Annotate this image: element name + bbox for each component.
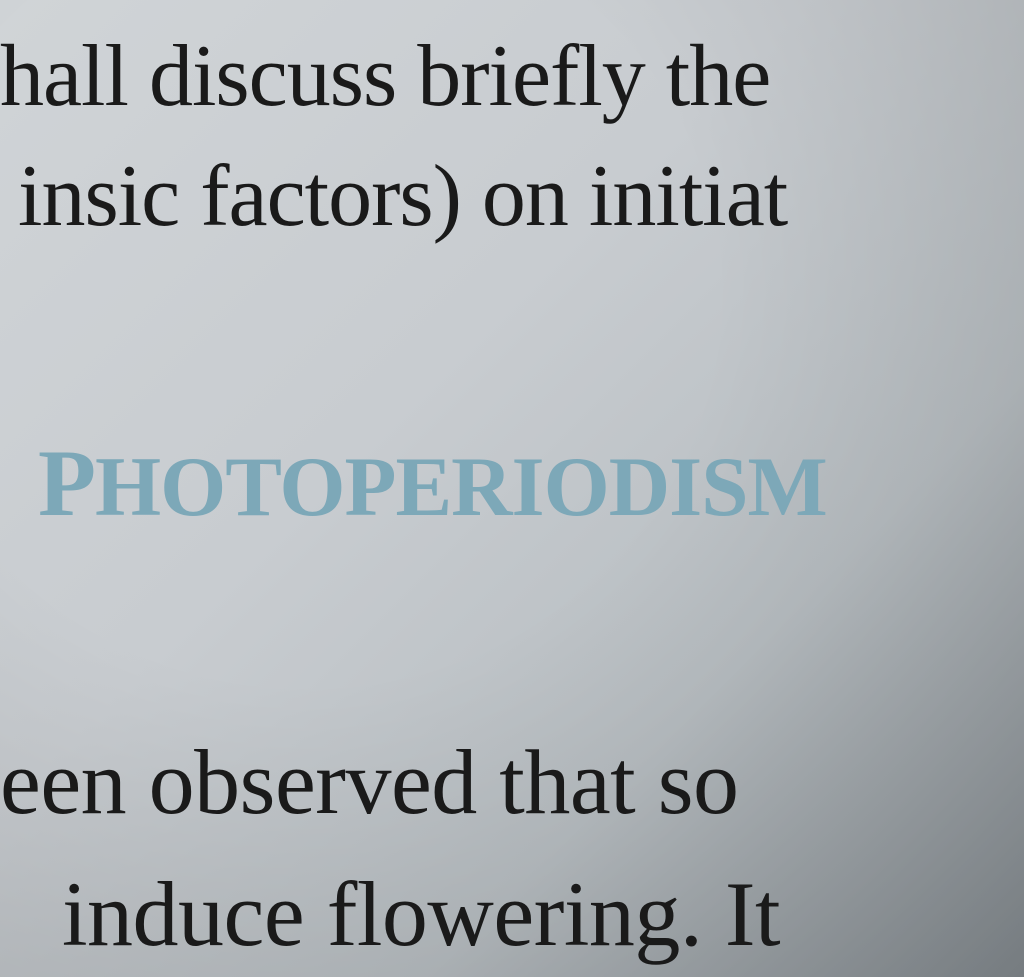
page-fragment: hall discuss briefly the insic factors) … [0,0,1024,977]
body-text-line-2: insic factors) on initiat [0,138,1024,257]
body-text-line-1: hall discuss briefly the [0,18,1024,137]
body-text-line-3: een observed that so [0,720,1024,844]
heading-first-letter: P [38,430,95,536]
section-heading: PHOTOPERIODISM [38,428,827,538]
body-text-line-4: induce flowering. It [62,852,1024,976]
heading-rest: HOTOPERIODISM [95,440,827,534]
